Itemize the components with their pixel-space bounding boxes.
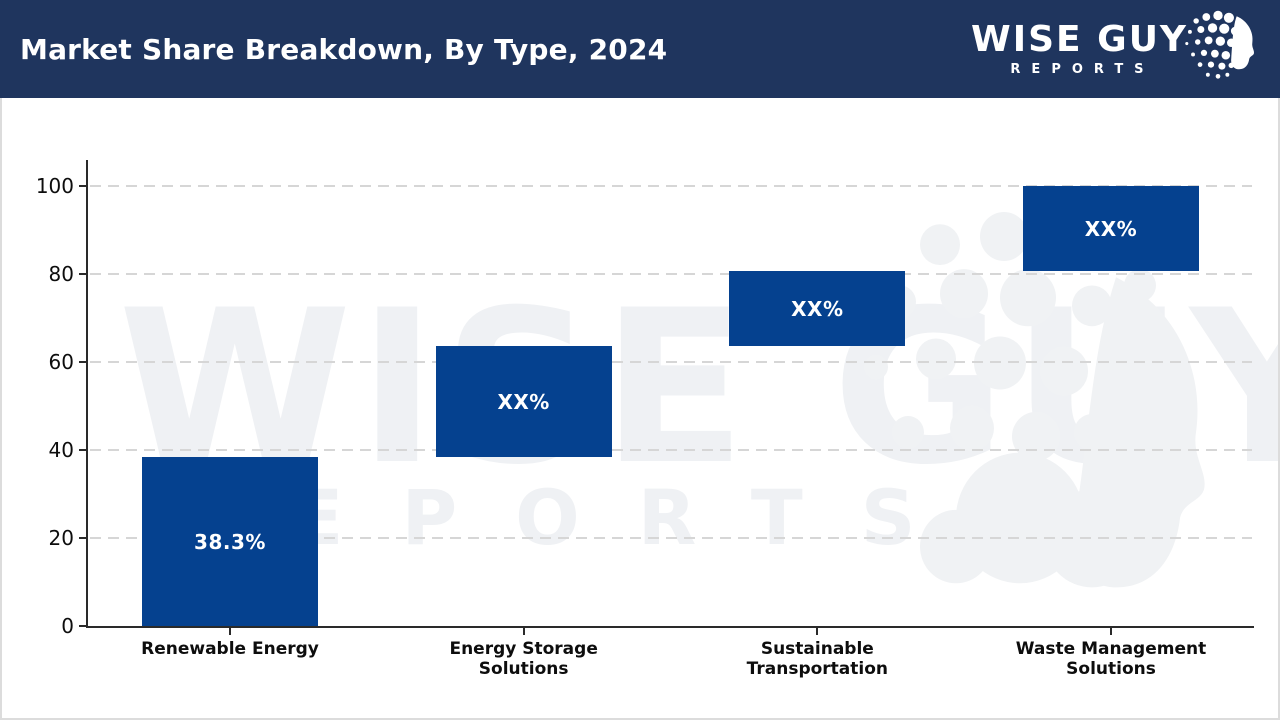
y-tick-label-60: 60 bbox=[48, 350, 74, 374]
brand-name: WISE GUY bbox=[970, 19, 1188, 60]
category-label-line: Solutions bbox=[478, 659, 569, 680]
bar-value-label-2: XX% bbox=[497, 389, 550, 414]
y-tick-label-40: 40 bbox=[48, 438, 74, 462]
header-bar: Market Share Breakdown, By Type, 2024 WI… bbox=[0, 0, 1280, 98]
y-tick-label-100: 100 bbox=[35, 174, 74, 198]
gridline-80 bbox=[90, 273, 1252, 275]
category-label-3: Sustainable Transportation bbox=[667, 639, 967, 679]
y-axis-line bbox=[86, 160, 88, 628]
category-label-line: Renewable Energy bbox=[141, 639, 319, 659]
y-tick-mark-20 bbox=[79, 537, 88, 539]
brand-logo: WISE GUY REPORTS bbox=[971, 10, 1260, 88]
watermark-head-icon bbox=[864, 212, 1205, 588]
chart-title: Market Share Breakdown, By Type, 2024 bbox=[20, 32, 668, 66]
y-tick-label-0: 0 bbox=[61, 614, 74, 638]
dotted-head-icon bbox=[1185, 10, 1255, 79]
category-label-line: Sustainable bbox=[760, 639, 874, 659]
x-tick-mark-3 bbox=[816, 628, 819, 635]
bar-value-label-3: XX% bbox=[791, 296, 844, 321]
y-tick-mark-80 bbox=[79, 273, 88, 275]
bar-2: XX% bbox=[435, 345, 612, 458]
bar-3: XX% bbox=[729, 271, 906, 346]
category-label-4: Waste Management Solutions bbox=[961, 639, 1261, 679]
category-label-line: Energy Storage bbox=[449, 639, 598, 659]
category-label-line: Transportation bbox=[746, 659, 889, 680]
gridline-20 bbox=[90, 537, 1252, 539]
y-tick-label-20: 20 bbox=[48, 526, 74, 550]
x-tick-mark-4 bbox=[1110, 628, 1112, 635]
category-label-line: Waste Management bbox=[1015, 639, 1207, 659]
bar-4: XX% bbox=[1023, 186, 1199, 272]
gridline-40 bbox=[90, 449, 1252, 451]
y-tick-label-80: 80 bbox=[48, 262, 74, 286]
y-tick-mark-0 bbox=[79, 625, 88, 627]
brand-subname: REPORTS bbox=[1010, 62, 1155, 77]
y-tick-mark-60 bbox=[79, 361, 88, 363]
bar-value-label-4: XX% bbox=[1084, 216, 1138, 241]
x-axis-line bbox=[86, 626, 1254, 628]
category-label-2: Energy Storage Solutions bbox=[374, 639, 674, 679]
bar-value-label-1: 38.3% bbox=[194, 529, 266, 554]
y-tick-mark-100 bbox=[79, 185, 88, 187]
bar-1: 38.3% bbox=[142, 457, 318, 626]
x-tick-mark-2 bbox=[522, 628, 525, 635]
y-tick-mark-40 bbox=[79, 449, 88, 451]
category-label-1: Renewable Energy bbox=[80, 639, 380, 659]
gridline-60 bbox=[90, 361, 1252, 363]
brand-logo-text: WISE GUY REPORTS bbox=[970, 19, 1188, 77]
x-tick-mark-1 bbox=[229, 628, 231, 635]
gridline-100 bbox=[90, 185, 1252, 187]
category-label-line: Solutions bbox=[1066, 659, 1156, 680]
